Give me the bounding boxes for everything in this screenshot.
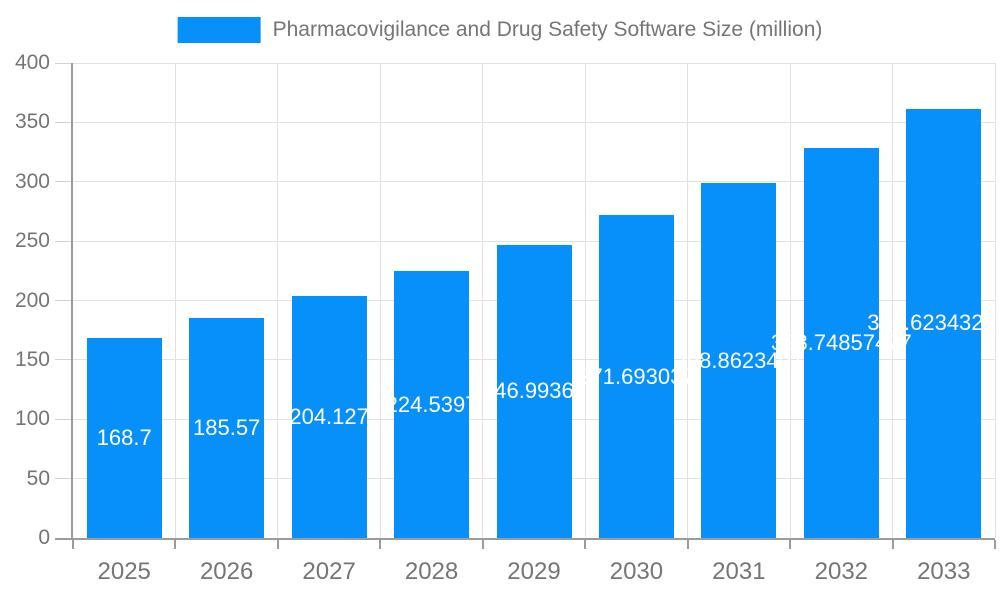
bar-2031[interactable]: [701, 183, 777, 538]
x-axis-tick: [481, 540, 484, 549]
bar-2025[interactable]: [86, 337, 162, 538]
bar-2032[interactable]: [803, 147, 879, 538]
y-axis-tick: [55, 181, 73, 183]
y-axis-tick-label: 350: [14, 110, 50, 134]
x-axis-tick: [789, 540, 792, 549]
y-axis-tick: [55, 418, 73, 420]
v-gridline: [174, 63, 176, 538]
bar-value-label: 271.693037: [578, 363, 695, 389]
bar-value-label: 168.7: [96, 424, 152, 450]
y-axis-tick: [55, 478, 73, 480]
bar-value-label: 204.127: [289, 403, 369, 429]
y-axis-tick: [55, 121, 73, 123]
y-axis-line: [71, 63, 73, 540]
v-gridline: [789, 63, 791, 538]
v-gridline: [994, 63, 996, 538]
x-axis-tick-label: 2030: [609, 558, 664, 585]
bar-value-label: 328.74857477: [770, 329, 912, 355]
bar-2026[interactable]: [189, 317, 265, 538]
x-axis-tick-label: 2031: [712, 558, 766, 585]
bar-2027[interactable]: [291, 295, 367, 538]
legend-label: Pharmacovigilance and Drug Safety Softwa…: [272, 18, 823, 41]
v-gridline: [892, 63, 894, 538]
x-axis-tick-label: 2027: [302, 558, 356, 585]
h-gridline: [73, 240, 995, 242]
y-axis-tick-label: 250: [14, 229, 50, 253]
bar-value-label: 298.8623407: [674, 347, 804, 373]
x-axis-tick: [379, 540, 382, 549]
x-axis-tick: [584, 540, 587, 549]
bar-2028[interactable]: [394, 271, 470, 538]
y-axis-tick: [55, 240, 73, 242]
x-axis-line: [55, 538, 995, 540]
bar-value-label: 361.623432247: [867, 310, 1000, 336]
y-axis-tick-label: 0: [38, 526, 50, 549]
y-axis-tick: [55, 359, 73, 361]
bar-value-label: 224.5397: [385, 391, 478, 417]
x-axis-tick-label: 2026: [199, 558, 254, 585]
h-gridline: [73, 121, 995, 123]
bar-2030[interactable]: [598, 215, 674, 538]
bar-2033[interactable]: [906, 108, 982, 538]
x-axis-tick-label: 2029: [507, 558, 561, 585]
y-axis-tick-label: 300: [14, 169, 50, 193]
x-axis-tick-label: 2032: [814, 558, 869, 585]
y-axis-tick-label: 200: [14, 288, 50, 312]
v-gridline: [687, 63, 689, 538]
y-axis-tick-label: 100: [14, 407, 50, 431]
x-axis-tick-label: 2033: [917, 558, 971, 585]
x-axis-tick: [686, 540, 689, 549]
v-gridline: [482, 63, 484, 538]
y-axis-tick-label: 150: [14, 347, 50, 371]
x-axis-tick-label: 2025: [97, 558, 151, 585]
x-axis-tick: [994, 540, 996, 549]
x-axis-tick: [72, 540, 74, 549]
v-gridline: [277, 63, 279, 538]
bar-value-label: 246.99367: [482, 378, 586, 404]
x-axis-tick: [276, 540, 279, 549]
v-gridline: [379, 63, 381, 538]
x-axis-tick: [891, 540, 894, 549]
y-axis-tick-label: 400: [14, 51, 50, 74]
x-axis-tick-label: 2028: [404, 558, 459, 585]
v-gridline: [584, 63, 586, 538]
y-axis-tick-label: 50: [26, 466, 50, 490]
x-axis-tick: [174, 540, 177, 549]
legend[interactable]: Pharmacovigilance and Drug Safety Softwa…: [177, 17, 823, 43]
bar-value-label: 185.57: [193, 414, 261, 440]
y-axis-tick: [55, 300, 73, 301]
h-gridline: [73, 62, 995, 64]
legend-swatch-icon: [177, 17, 261, 43]
bar-2029[interactable]: [496, 244, 572, 538]
y-axis-tick: [55, 62, 73, 64]
h-gridline: [73, 181, 995, 183]
